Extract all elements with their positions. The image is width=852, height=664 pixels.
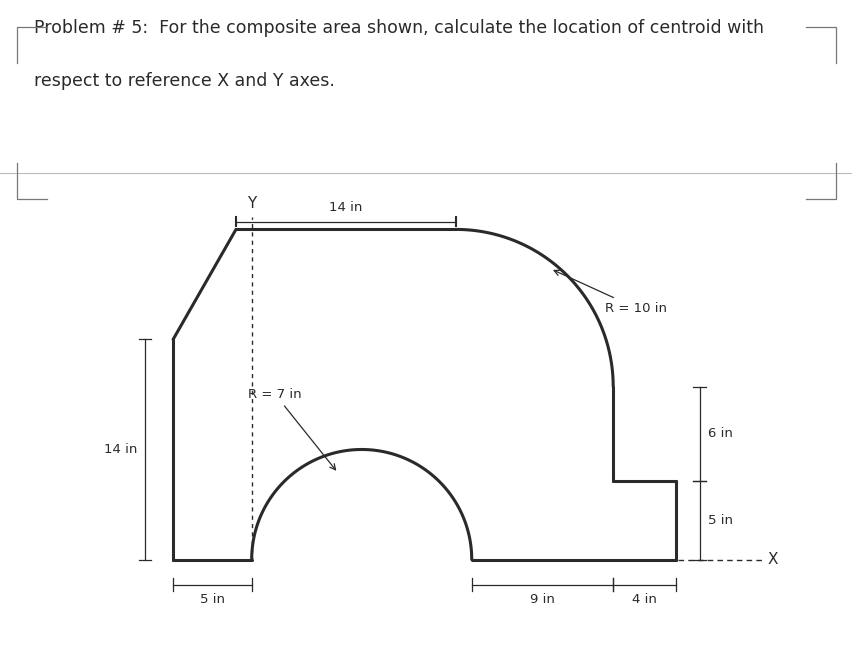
- Text: 4 in: 4 in: [631, 592, 656, 606]
- Text: R = 7 in: R = 7 in: [248, 388, 335, 470]
- Text: Problem # 5:  For the composite area shown, calculate the location of centroid w: Problem # 5: For the composite area show…: [34, 19, 763, 37]
- Text: 6 in: 6 in: [706, 427, 732, 440]
- Text: 9 in: 9 in: [529, 592, 555, 606]
- Text: respect to reference X and Y axes.: respect to reference X and Y axes.: [34, 72, 335, 90]
- Text: 14 in: 14 in: [103, 443, 137, 456]
- Text: X: X: [766, 552, 777, 567]
- Text: Y: Y: [247, 196, 256, 210]
- Text: 5 in: 5 in: [199, 592, 225, 606]
- Text: 5 in: 5 in: [706, 514, 732, 527]
- Text: R = 10 in: R = 10 in: [554, 270, 666, 315]
- Text: 14 in: 14 in: [329, 201, 362, 214]
